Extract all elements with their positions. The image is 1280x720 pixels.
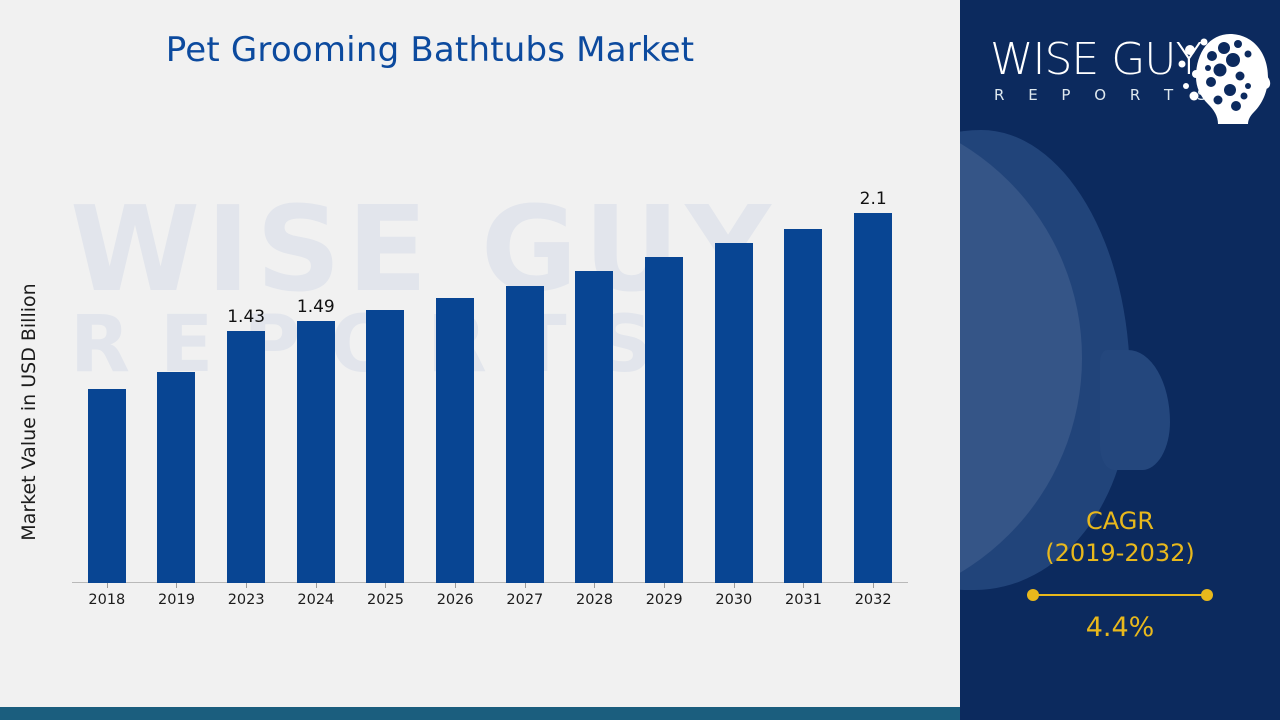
x-axis-tick	[176, 583, 178, 588]
bar-slot: 2027	[490, 150, 560, 608]
logo-wordmark: WISE GUY	[990, 34, 1202, 85]
bar-slot: 1.43 2023	[211, 150, 281, 608]
x-axis-baseline	[72, 582, 908, 583]
x-axis-tick-label: 2024	[297, 592, 335, 608]
cagr-block: CAGR (2019-2032) 4.4%	[960, 505, 1280, 643]
bar[interactable]: 2029	[645, 257, 684, 608]
bar-slot: 2030	[699, 150, 769, 608]
plot-area: 2018 2019 1.43 2023 1.49 2024 2025 2026 2027 2028…	[72, 150, 908, 608]
x-axis-tick	[873, 583, 875, 588]
bar-value-label: 1.49	[296, 296, 335, 317]
x-axis-tick-label: 2025	[367, 592, 404, 608]
bar-slot: 2026	[420, 150, 490, 608]
x-axis-tick	[803, 583, 805, 588]
cagr-divider-dot-right	[1201, 588, 1213, 601]
x-axis-tick	[733, 583, 735, 588]
bar-slot: 2028	[560, 150, 630, 608]
x-axis-tick-label: 2031	[785, 592, 822, 608]
x-axis-tick-label: 2023	[227, 592, 265, 608]
y-axis-label: Market Value in USD Billion	[18, 283, 40, 541]
bar-slot: 2025	[351, 150, 421, 608]
bar[interactable]: 2019	[157, 371, 196, 608]
bar-slot: 1.49 2024	[281, 150, 351, 608]
bar[interactable]: 2026	[436, 297, 475, 608]
x-axis-tick	[385, 583, 387, 588]
bar-slot: 2029	[629, 150, 699, 608]
bar[interactable]: 2031	[784, 229, 823, 608]
x-axis-tick-label: 2026	[436, 592, 474, 608]
x-axis-tick	[524, 583, 526, 588]
x-axis-tick-label: 2029	[645, 592, 683, 608]
x-axis-tick-label: 2018	[88, 592, 126, 608]
x-axis-tick	[455, 583, 457, 588]
wiseguy-reports-logo: WISE GUY R E P O R T S	[982, 30, 1271, 125]
bar[interactable]: 2.1 2032	[854, 189, 893, 608]
cagr-value: 4.4%	[1085, 611, 1155, 643]
bar[interactable]: 1.49 2024	[296, 297, 335, 608]
brand-panel: WISE GUY R E P O R T S	[960, 0, 1280, 720]
cagr-divider-line	[1034, 593, 1206, 596]
bar[interactable]: 2018	[87, 389, 126, 608]
bar-value-label: 1.43	[227, 307, 266, 328]
page-title: Pet Grooming Bathtubs Market	[165, 30, 695, 70]
cagr-divider	[1027, 588, 1213, 602]
x-axis-tick	[246, 583, 248, 588]
x-axis-tick-label: 2032	[854, 592, 892, 608]
bottom-accent-strip	[0, 707, 960, 720]
x-axis-tick	[664, 583, 666, 588]
x-axis-tick-label: 2019	[158, 592, 195, 608]
x-axis-tick-label: 2030	[715, 592, 753, 608]
cagr-period: (2019-2032)	[1045, 539, 1195, 568]
bar-value-label: 2.1	[859, 189, 887, 210]
bar-slot: 2.1 2032	[838, 150, 908, 608]
bar[interactable]: 2027	[505, 285, 544, 608]
x-axis-tick	[594, 583, 596, 588]
cagr-label: CAGR	[1085, 507, 1155, 535]
x-axis-tick-label: 2028	[576, 592, 613, 608]
bar[interactable]: 2030	[714, 243, 753, 608]
bar[interactable]: 2028	[575, 271, 614, 608]
head-profile-nose-shape	[1100, 350, 1170, 470]
x-axis-tick	[106, 583, 108, 588]
bar[interactable]: 2025	[366, 310, 405, 608]
x-axis-tick-label: 2027	[506, 592, 544, 608]
bar-slot: 2019	[142, 150, 212, 608]
cagr-divider-dot-left	[1027, 588, 1039, 601]
bar-slot: 2018	[72, 150, 142, 608]
bar[interactable]: 1.43 2023	[227, 307, 266, 608]
bar-slot: 2031	[769, 150, 839, 608]
x-axis-tick	[315, 583, 317, 588]
dotted-head-profile-icon	[1178, 34, 1271, 124]
logo-subtitle: R E P O R T S	[994, 86, 1216, 104]
